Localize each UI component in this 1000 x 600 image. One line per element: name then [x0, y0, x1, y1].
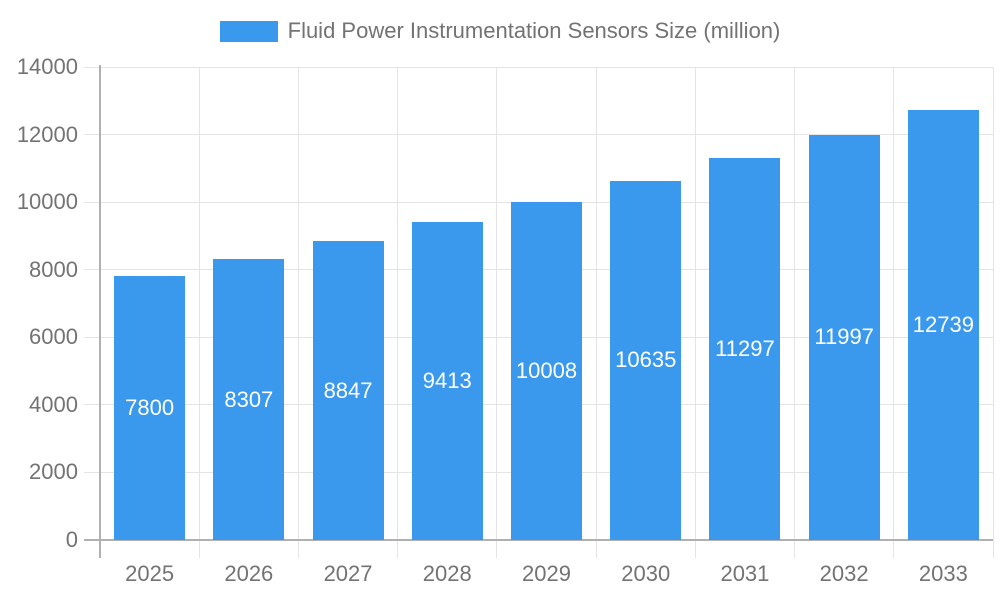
bar[interactable] [213, 259, 285, 540]
x-tick-label: 2028 [422, 561, 472, 586]
x-tick [297, 540, 299, 558]
x-tick-label: 2029 [522, 561, 571, 586]
v-gridline [496, 67, 498, 540]
y-tick [84, 471, 100, 473]
x-tick [694, 540, 696, 558]
v-gridline [694, 67, 696, 540]
legend-swatch[interactable] [219, 20, 278, 42]
v-gridline [297, 67, 299, 540]
x-tick [198, 540, 200, 558]
bar-value-label: 11997 [814, 324, 874, 350]
bar[interactable] [610, 180, 682, 540]
x-tick [595, 540, 597, 558]
y-tick [84, 201, 100, 203]
y-tick-label: 4000 [29, 391, 78, 417]
y-axis-line [99, 65, 101, 558]
bar-value-label: 7800 [125, 395, 175, 421]
y-tick [84, 66, 100, 68]
y-tick-label: 14000 [16, 54, 78, 79]
x-tick-label: 2026 [224, 561, 274, 586]
bar-value-label: 8847 [323, 377, 373, 403]
y-tick-label: 6000 [29, 324, 78, 350]
y-tick-label: 0 [65, 527, 78, 552]
y-tick-label: 10000 [16, 189, 78, 215]
bar-value-label: 11297 [715, 336, 775, 362]
bar[interactable] [907, 109, 979, 540]
bar[interactable] [312, 241, 384, 540]
x-tick [794, 540, 796, 558]
y-tick [84, 336, 100, 338]
x-tick-label: 2027 [323, 561, 373, 586]
x-tick [397, 540, 399, 558]
v-gridline [794, 67, 796, 540]
bar[interactable] [808, 134, 880, 540]
bar-value-label: 9413 [422, 367, 472, 393]
v-gridline [595, 67, 597, 540]
x-tick-label: 2033 [918, 561, 968, 586]
bar-value-label: 12739 [912, 311, 974, 337]
x-tick-label: 2031 [720, 561, 770, 586]
y-tick-label: 2000 [29, 459, 78, 485]
v-gridline [198, 67, 200, 540]
y-tick [84, 404, 100, 406]
legend-label: Fluid Power Instrumentation Sensors Size… [287, 18, 781, 43]
chart-legend[interactable]: Fluid Power Instrumentation Sensors Size… [0, 18, 1000, 44]
x-tick-label: 2025 [125, 561, 175, 586]
h-gridline [100, 134, 993, 136]
x-axis-line [84, 539, 993, 541]
x-tick-label: 2032 [819, 561, 869, 586]
x-tick [893, 540, 895, 558]
bar-value-label: 10008 [515, 357, 578, 383]
x-tick-label: 2030 [621, 561, 671, 586]
y-tick-label: 8000 [29, 256, 78, 282]
x-tick [496, 540, 498, 558]
v-gridline [893, 67, 895, 540]
bar[interactable] [709, 158, 781, 540]
v-gridline [397, 67, 399, 540]
bar[interactable] [411, 221, 483, 540]
y-tick [84, 269, 100, 271]
bar-value-label: 10635 [615, 347, 677, 373]
v-gridline [992, 67, 994, 540]
h-gridline [100, 66, 993, 68]
bar-value-label: 8307 [224, 386, 274, 412]
bar[interactable] [114, 276, 186, 540]
y-tick-label: 12000 [16, 121, 78, 147]
y-tick [84, 134, 100, 136]
x-tick [992, 540, 994, 558]
bar[interactable] [511, 201, 582, 540]
